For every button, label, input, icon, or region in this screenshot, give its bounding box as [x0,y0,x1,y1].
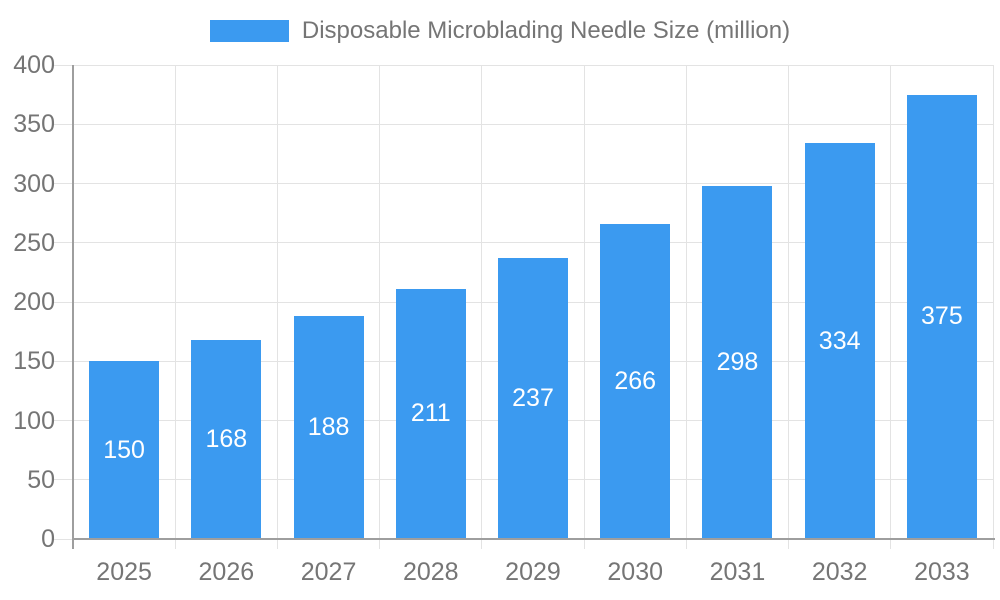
bar-value-label: 298 [716,347,759,376]
x-gridline [890,65,892,539]
bar: 168 [191,339,262,539]
bar: 188 [293,316,364,539]
x-tick [583,539,585,549]
bar: 237 [498,258,568,539]
y-tick-label: 150 [13,347,55,376]
x-tick [992,539,994,549]
bar-value-label: 211 [410,399,451,428]
bar-value-label: 237 [512,384,554,413]
bar-value-label: 168 [205,424,248,453]
bar-value-label: 150 [103,435,145,464]
bar-value-label: 188 [307,413,350,442]
y-gridline [53,64,993,66]
y-tick-label: 250 [13,228,55,257]
y-tick-label: 300 [13,169,55,198]
x-tick-label: 2025 [96,558,152,586]
x-tick-label: 2033 [914,558,970,586]
bar-value-label: 334 [818,326,861,355]
y-tick [53,538,73,540]
bar: 266 [600,223,671,539]
legend: Disposable Microblading Needle Size (mil… [0,16,1000,46]
y-tick-label: 400 [13,51,55,79]
x-gridline [992,65,994,539]
x-gridline [788,65,790,539]
x-tick-label: 2032 [811,558,868,586]
y-tick-label: 350 [13,110,55,139]
x-tick [788,539,790,549]
x-tick-label: 2030 [607,558,664,586]
y-axis-line [72,65,74,549]
bar: 375 [906,94,977,539]
bar: 150 [89,361,160,539]
x-gridline [379,65,381,539]
y-tick-label: 200 [13,288,55,316]
bar: 334 [804,143,875,539]
y-gridline [53,242,993,244]
x-axis-line [72,538,995,540]
x-gridline [685,65,687,539]
x-tick [685,539,687,549]
x-tick-label: 2026 [198,558,255,586]
x-tick-label: 2028 [402,558,459,586]
y-tick-label: 50 [27,465,55,494]
x-tick [276,539,278,549]
bar-value-label: 375 [921,302,963,331]
y-tick-label: 0 [41,525,55,553]
x-gridline [481,65,483,539]
x-gridline [174,65,176,539]
bar: 298 [702,185,773,539]
x-tick-label: 2029 [505,558,561,586]
y-gridline [53,123,993,125]
x-tick-label: 2031 [709,558,766,586]
legend-swatch [209,20,289,42]
x-tick [379,539,381,549]
bar-value-label: 266 [614,366,657,395]
x-tick [890,539,892,549]
x-gridline [583,65,585,539]
x-tick [174,539,176,549]
x-tick-label: 2027 [300,558,357,586]
y-gridline [53,183,993,184]
x-tick [481,539,483,549]
legend-label: Disposable Microblading Needle Size (mil… [301,17,791,44]
bar: 211 [395,288,466,539]
x-gridline [276,65,278,539]
y-tick-label: 100 [13,406,55,435]
